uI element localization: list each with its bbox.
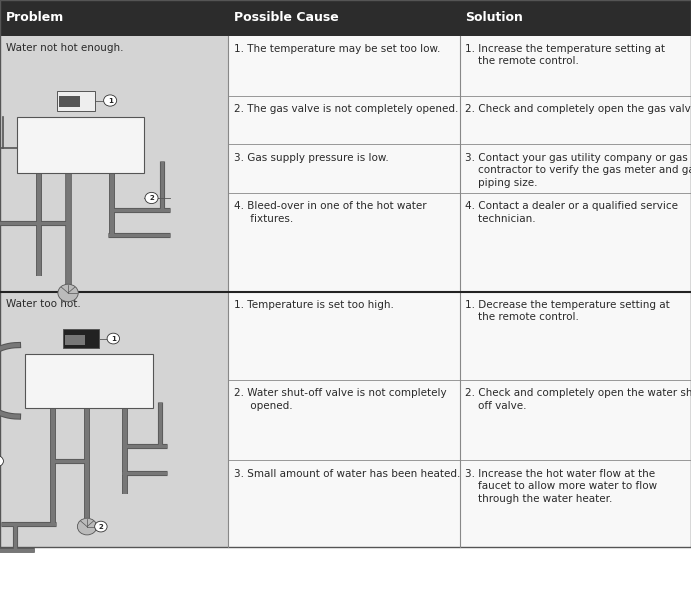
- Text: 1: 1: [108, 98, 113, 104]
- Circle shape: [107, 333, 120, 344]
- Text: 2: 2: [149, 195, 154, 201]
- Circle shape: [145, 192, 158, 203]
- Text: 3. Gas supply pressure is low.: 3. Gas supply pressure is low.: [234, 153, 388, 163]
- Text: 1. Increase the temperature setting at
    the remote control.: 1. Increase the temperature setting at t…: [465, 44, 665, 67]
- Bar: [57, 90, 95, 111]
- Circle shape: [58, 284, 78, 302]
- Text: Water not hot enough.: Water not hot enough.: [6, 43, 123, 53]
- Text: 4. Bleed-over in one of the hot water
     fixtures.: 4. Bleed-over in one of the hot water fi…: [234, 201, 426, 224]
- Bar: [65, 334, 85, 345]
- Text: 2. Water shut-off valve is not completely
     opened.: 2. Water shut-off valve is not completel…: [234, 388, 446, 411]
- Text: 2. Check and completely open the water shut-
    off valve.: 2. Check and completely open the water s…: [465, 388, 691, 411]
- Text: Problem: Problem: [6, 11, 64, 24]
- Circle shape: [104, 95, 117, 106]
- Bar: [0, 36, 228, 292]
- Circle shape: [95, 521, 107, 532]
- Text: 1: 1: [111, 336, 116, 342]
- Circle shape: [0, 456, 3, 466]
- Text: 3. Contact your gas utility company or gas
    contractor to verify the gas mete: 3. Contact your gas utility company or g…: [465, 153, 691, 187]
- Text: 1. Temperature is set too high.: 1. Temperature is set too high.: [234, 300, 393, 310]
- Text: 1. Decrease the temperature setting at
    the remote control.: 1. Decrease the temperature setting at t…: [465, 300, 670, 322]
- Bar: [63, 329, 99, 348]
- Text: Possible Cause: Possible Cause: [234, 11, 339, 24]
- Bar: [0, 0, 691, 36]
- Text: 1. The temperature may be set too low.: 1. The temperature may be set too low.: [234, 44, 440, 54]
- Bar: [228, 292, 691, 547]
- Bar: [25, 354, 153, 408]
- Text: 3. Small amount of water has been heated.: 3. Small amount of water has been heated…: [234, 469, 460, 479]
- Text: Water too hot.: Water too hot.: [6, 299, 80, 309]
- Bar: [59, 96, 80, 107]
- Text: 3. Increase the hot water flow at the
    faucet to allow more water to flow
   : 3. Increase the hot water flow at the fa…: [465, 469, 657, 503]
- Text: 2: 2: [99, 524, 103, 530]
- Text: 4. Contact a dealer or a qualified service
    technician.: 4. Contact a dealer or a qualified servi…: [465, 201, 678, 224]
- Text: 2. Check and completely open the gas valve.: 2. Check and completely open the gas val…: [465, 104, 691, 114]
- Bar: [0, 292, 228, 547]
- Circle shape: [77, 518, 97, 535]
- Bar: [228, 36, 691, 292]
- Text: Solution: Solution: [465, 11, 523, 24]
- Bar: [17, 117, 144, 173]
- Text: 2. The gas valve is not completely opened.: 2. The gas valve is not completely opene…: [234, 104, 458, 114]
